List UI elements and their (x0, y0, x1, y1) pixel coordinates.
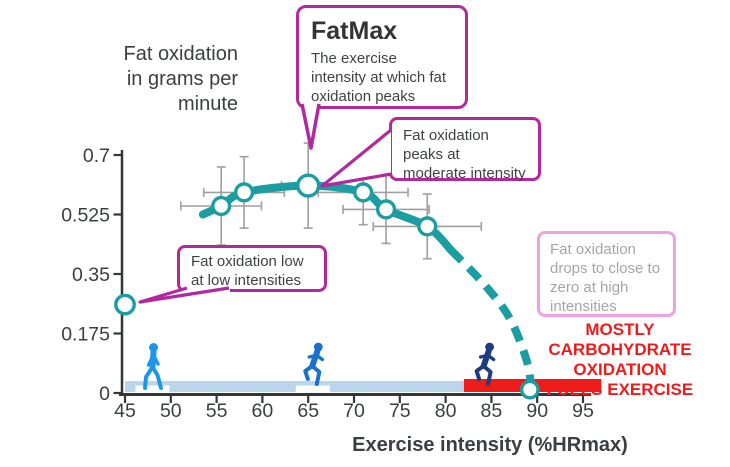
figure-notch (135, 385, 170, 393)
carbohydrate-note-line: MOSTLY CARBOHYDRATE (548, 320, 692, 359)
y-tick-label: 0 (99, 383, 110, 405)
data-point (233, 182, 255, 203)
y-tick-label: 0.175 (61, 324, 110, 346)
fatmax-callout: FatMax The exercise intensity at which f… (296, 5, 468, 109)
walking-person-icon (143, 343, 163, 390)
y-tick-label: 0.35 (72, 264, 110, 286)
low-moderate-intensity-zone (125, 381, 464, 392)
x-tick-label: 65 (297, 400, 319, 422)
x-tick-label: 85 (481, 400, 503, 422)
data-point (211, 195, 232, 217)
x-tick-label: 50 (160, 400, 182, 422)
y-axis-title: Fat oxidation in grams per minute (40, 42, 238, 117)
y-tick-label: 0.525 (61, 205, 110, 227)
data-point (417, 216, 438, 237)
x-tick-label: 60 (252, 400, 274, 422)
low-intensity-callout-text: Fat oxidation low at low intensities (191, 253, 304, 289)
high-intensity-callout: Fat oxidation drops to close to zero at … (537, 231, 676, 317)
x-tick-label: 55 (206, 400, 228, 422)
running-person-icon (303, 342, 324, 386)
data-point (375, 199, 397, 220)
fatmax-callout-body: The exercise intensity at which fat oxid… (311, 50, 447, 105)
fatmax-callout-title: FatMax (311, 17, 398, 45)
x-tick-label: 70 (343, 400, 365, 422)
high-intensity-data-point (519, 379, 540, 400)
x-tick-label: 95 (572, 400, 594, 422)
peak-callout-text: Fat oxidation peaks at moderate intensit… (403, 127, 526, 182)
data-point (353, 182, 374, 203)
running-person-dark-icon (474, 342, 496, 386)
fatmax-data-point (296, 173, 321, 198)
x-tick-label: 45 (114, 400, 136, 422)
fat-oxidation-curve-dashed (448, 247, 535, 384)
y-axis-title-line: in grams per (126, 68, 238, 90)
x-tick-label: 75 (389, 400, 411, 422)
low-intensity-data-point (114, 293, 136, 316)
x-tick-label: 90 (526, 400, 548, 422)
y-axis-title-line: Fat oxidation (123, 43, 238, 65)
y-axis-title-line: minute (177, 93, 238, 115)
carbohydrate-note-line: FUELS EXERCISE (546, 380, 694, 399)
y-tick-label: 0.7 (83, 145, 110, 167)
peak-callout: Fat oxidation peaks at moderate intensit… (389, 117, 541, 182)
low-intensity-callout: Fat oxidation low at low intensities (177, 245, 327, 292)
carbohydrate-note-line: OXIDATION (573, 360, 667, 379)
carbohydrate-note: MOSTLY CARBOHYDRATE OXIDATION FUELS EXER… (512, 320, 728, 400)
x-axis-title: Exercise intensity (%HRmax) (352, 434, 628, 456)
high-intensity-callout-text: Fat oxidation drops to close to zero at … (550, 241, 661, 315)
x-tick-label: 80 (435, 400, 457, 422)
figure-notch (295, 385, 330, 393)
